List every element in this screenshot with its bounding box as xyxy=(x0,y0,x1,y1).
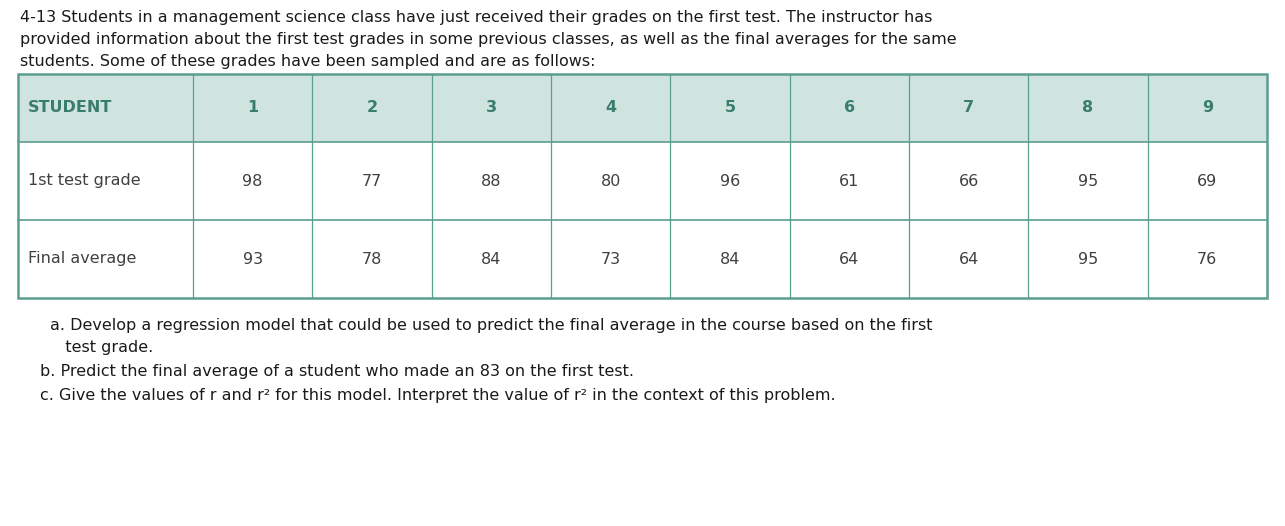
Bar xyxy=(908,220,1028,298)
Text: STUDENT: STUDENT xyxy=(28,100,112,116)
Text: c. Give the values of r and r² for this model. Interpret the value of r² in the : c. Give the values of r and r² for this … xyxy=(40,388,835,403)
Text: 93: 93 xyxy=(243,251,262,267)
Bar xyxy=(551,74,671,142)
Text: 9: 9 xyxy=(1201,100,1213,116)
Bar xyxy=(18,142,193,220)
Text: 61: 61 xyxy=(839,174,860,188)
Text: 80: 80 xyxy=(600,174,621,188)
Text: 4-13 Students in a management science class have just received their grades on t: 4-13 Students in a management science cl… xyxy=(21,10,933,25)
Bar xyxy=(551,220,671,298)
Text: 73: 73 xyxy=(600,251,621,267)
Text: 78: 78 xyxy=(362,251,382,267)
Bar xyxy=(18,74,193,142)
Text: provided information about the first test grades in some previous classes, as we: provided information about the first tes… xyxy=(21,32,956,47)
Text: 66: 66 xyxy=(959,174,979,188)
Text: 1st test grade: 1st test grade xyxy=(28,174,140,188)
Text: 76: 76 xyxy=(1198,251,1217,267)
Bar xyxy=(790,220,908,298)
Bar xyxy=(551,142,671,220)
Bar xyxy=(312,74,432,142)
Bar xyxy=(193,220,312,298)
Text: 3: 3 xyxy=(486,100,497,116)
Bar xyxy=(193,142,312,220)
Bar xyxy=(432,220,551,298)
Text: 69: 69 xyxy=(1198,174,1217,188)
Text: 88: 88 xyxy=(481,174,501,188)
Bar xyxy=(432,142,551,220)
Bar xyxy=(18,220,193,298)
Bar xyxy=(790,74,908,142)
Text: 64: 64 xyxy=(959,251,979,267)
Text: 1: 1 xyxy=(247,100,258,116)
Text: 2: 2 xyxy=(366,100,378,116)
Text: 84: 84 xyxy=(720,251,740,267)
Bar xyxy=(908,142,1028,220)
Bar xyxy=(671,74,790,142)
Bar xyxy=(908,74,1028,142)
Bar xyxy=(1028,220,1148,298)
Text: 7: 7 xyxy=(962,100,974,116)
Bar xyxy=(671,220,790,298)
Text: test grade.: test grade. xyxy=(50,340,153,355)
Bar xyxy=(312,142,432,220)
Bar xyxy=(1028,74,1148,142)
Text: 4: 4 xyxy=(605,100,617,116)
Bar xyxy=(432,74,551,142)
Bar xyxy=(312,220,432,298)
Text: b. Predict the final average of a student who made an 83 on the first test.: b. Predict the final average of a studen… xyxy=(40,364,634,379)
Text: 77: 77 xyxy=(362,174,382,188)
Text: 64: 64 xyxy=(839,251,860,267)
Text: 84: 84 xyxy=(481,251,501,267)
Text: 95: 95 xyxy=(1078,251,1099,267)
Bar xyxy=(1148,142,1267,220)
Text: 8: 8 xyxy=(1082,100,1094,116)
Text: 96: 96 xyxy=(720,174,740,188)
Text: students. Some of these grades have been sampled and are as follows:: students. Some of these grades have been… xyxy=(21,54,595,69)
Text: 98: 98 xyxy=(243,174,263,188)
Text: 6: 6 xyxy=(844,100,855,116)
Bar xyxy=(1028,142,1148,220)
Bar xyxy=(18,74,1267,298)
Bar xyxy=(1148,220,1267,298)
Text: 5: 5 xyxy=(725,100,735,116)
Bar xyxy=(193,74,312,142)
Bar xyxy=(1148,74,1267,142)
Bar xyxy=(671,142,790,220)
Text: a. Develop a regression model that could be used to predict the final average in: a. Develop a regression model that could… xyxy=(50,318,933,333)
Text: 95: 95 xyxy=(1078,174,1099,188)
Text: Final average: Final average xyxy=(28,251,136,267)
Bar xyxy=(790,142,908,220)
